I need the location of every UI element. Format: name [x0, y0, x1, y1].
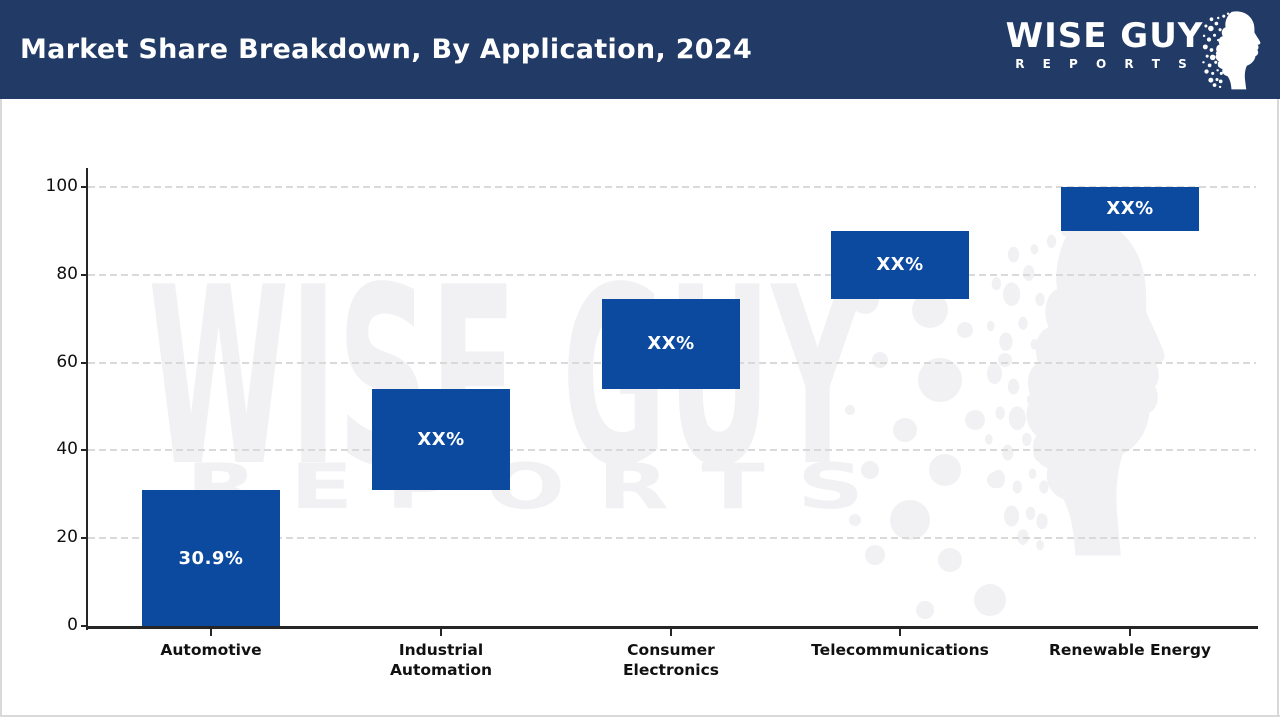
y-axis-tick-20 [81, 537, 88, 540]
x-axis-tick-3 [899, 629, 901, 636]
bar-industrial-automation: XX% [372, 388, 510, 491]
y-axis-tick-100 [81, 186, 88, 188]
logo-head-icon [1202, 11, 1261, 90]
category-label-1: Industrial Automation [389, 641, 493, 679]
wise-guy-logo: WISE GUY R E P O R T S [1002, 8, 1262, 92]
category-label-2: Consumer Electronics [622, 641, 720, 679]
y-axis-tick-60 [81, 361, 88, 364]
gridline-20 [88, 537, 1256, 540]
y-tick-label-60: 60 [56, 351, 78, 372]
gridline-100 [88, 186, 1256, 188]
gridline-40 [88, 449, 1256, 452]
y-axis-tick-40 [81, 449, 88, 452]
frame-border-left [0, 99, 2, 717]
bar-value-label: 30.9% [178, 547, 244, 569]
x-axis-tick-0 [210, 629, 212, 636]
bar-value-label: XX% [417, 429, 465, 451]
category-label-4: Renewable Energy [1048, 641, 1212, 659]
y-tick-label-100: 100 [45, 176, 78, 196]
logo-tagline: R E P O R T S [1015, 57, 1194, 71]
gridline-80 [88, 273, 1256, 276]
bar-automotive: 30.9% [142, 490, 280, 626]
bar-value-label: XX% [647, 333, 695, 355]
y-axis-line [86, 168, 88, 630]
logo-wordmark: WISE GUY [1005, 16, 1204, 56]
x-axis-tick-4 [1129, 629, 1131, 636]
y-axis-tick-80 [81, 273, 88, 276]
x-axis-tick-1 [440, 629, 442, 636]
y-axis-tick-0 [81, 625, 88, 627]
x-axis-line [86, 626, 1258, 629]
bar-renewable-energy: XX% [1061, 187, 1199, 231]
page-title: Market Share Breakdown, By Application, … [20, 34, 753, 65]
header-banner: Market Share Breakdown, By Application, … [0, 0, 1280, 99]
bar-consumer-electronics: XX% [602, 298, 740, 389]
bar-value-label: XX% [876, 254, 924, 276]
y-tick-label-20: 20 [56, 527, 78, 548]
category-label-0: Automotive [160, 641, 262, 659]
y-tick-label-0: 0 [67, 615, 78, 635]
bar-telecommunications: XX% [831, 230, 969, 299]
category-label-3: Telecommunications [811, 641, 989, 659]
y-tick-label-80: 80 [56, 263, 78, 284]
frame-border-right [1277, 99, 1279, 717]
watermark-tagline: R E P O R T S [186, 450, 864, 523]
y-tick-label-40: 40 [56, 439, 78, 460]
x-axis-tick-2 [670, 629, 672, 636]
bar-value-label: XX% [1106, 198, 1154, 220]
frame-border-bottom [0, 715, 1280, 717]
